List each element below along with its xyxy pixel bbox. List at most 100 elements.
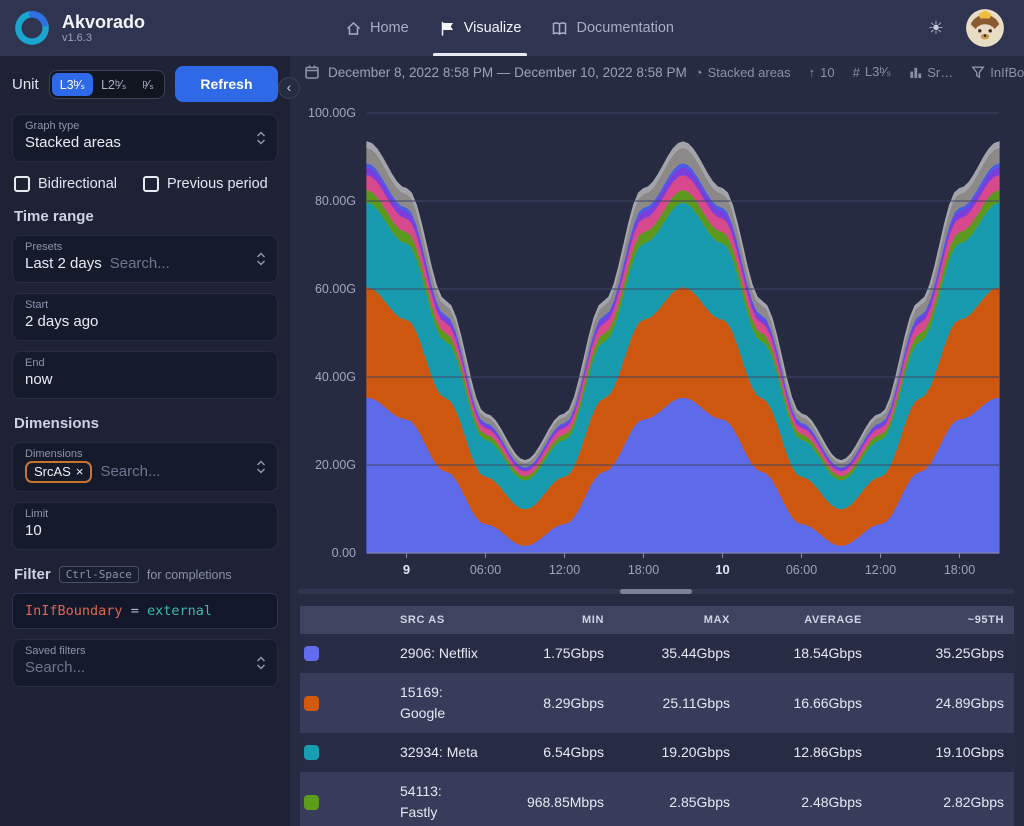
series-color-swatch: [304, 695, 319, 711]
y-axis-label: 60.00G: [315, 282, 356, 296]
badge-filter: InIfBou…: [971, 65, 1024, 80]
presets-select[interactable]: Presets Last 2 days Search...: [12, 235, 278, 283]
nav-item-home[interactable]: Home: [345, 0, 409, 56]
graph-options: Bidirectional Previous period: [14, 176, 276, 192]
refresh-button[interactable]: Refresh: [174, 66, 278, 102]
nav-item-documentation[interactable]: Documentation: [551, 0, 674, 56]
badge-filter-label: InIfBou…: [990, 64, 1024, 80]
series-color-swatch: [304, 794, 319, 810]
filter-heading-row: Filter Ctrl-Space for completions: [14, 566, 276, 583]
start-input[interactable]: Start 2 days ago: [12, 293, 278, 341]
badge-dimensions: Sr…: [909, 65, 953, 80]
min-cell: 1.75Gbps: [492, 634, 614, 673]
badge-dimensions-label: Sr…: [927, 64, 954, 80]
sidebar-collapse-button[interactable]: ‹: [278, 77, 300, 99]
badge-graph-type-label: Stacked areas: [707, 64, 791, 80]
badge-graph-type: ◔ Stacked areas: [695, 65, 791, 80]
avatar[interactable]: [966, 9, 1004, 47]
pie-chart-icon: ◔: [694, 64, 703, 80]
previous-period-checkbox[interactable]: Previous period: [143, 176, 268, 192]
chevron-up-down-icon: [256, 131, 266, 145]
brand[interactable]: Akvorado v1.6.3: [0, 8, 290, 48]
src-as-cell: 32934: Meta: [396, 733, 492, 772]
graph-type-select[interactable]: Graph type Stacked areas: [12, 114, 278, 162]
arrow-up-icon: ↑: [808, 64, 816, 80]
x-axis-label: 18:00: [944, 563, 975, 576]
nav-label-documentation: Documentation: [576, 20, 674, 36]
max-cell: 19.20Gbps: [614, 733, 740, 772]
start-label: Start: [25, 299, 49, 311]
dimensions-heading: Dimensions: [14, 415, 100, 432]
limit-input[interactable]: Limit 10: [12, 502, 278, 550]
table-row: 54113: Fastly 968.85Mbps 2.85Gbps 2.48Gb…: [300, 772, 1014, 826]
table-row: 15169: Google 8.29Gbps 25.11Gbps 16.66Gb…: [300, 673, 1014, 733]
remove-chip-icon[interactable]: ×: [75, 464, 84, 479]
x-axis-label: 9: [403, 562, 410, 576]
bidirectional-label: Bidirectional: [38, 176, 117, 192]
unit-row: Unit L3ᵇ⁄ₛ L2ᵇ⁄ₛ ᵖ⁄ₛ Refresh: [12, 66, 278, 102]
main-panel: December 8, 2022 8:58 PM — December 10, …: [290, 56, 1024, 826]
x-axis-label: 06:00: [470, 563, 501, 576]
bidirectional-checkbox[interactable]: Bidirectional: [14, 176, 117, 192]
traffic-stacked-area-chart[interactable]: 0.00 20.00G 40.00G 60.00G 80.00G 100.00G 9 06:0…: [298, 88, 1014, 577]
y-axis-label: 0.00: [332, 546, 356, 560]
p95-cell: 2.82Gbps: [872, 772, 1014, 826]
saved-filters-search-placeholder[interactable]: Search...: [25, 659, 86, 676]
presets-search-placeholder[interactable]: Search...: [109, 255, 170, 272]
stats-table-container: SRC AS MIN MAX AVERAGE ~95TH 2906: Netfl…: [300, 606, 1024, 826]
navbar: Akvorado v1.6.3 Home Visualize Documenta…: [0, 0, 1024, 56]
end-input[interactable]: End now: [12, 351, 278, 399]
end-value: now: [25, 371, 53, 388]
funnel-icon: [971, 66, 985, 79]
table-row: 32934: Meta 6.54Gbps 19.20Gbps 12.86Gbps…: [300, 733, 1014, 772]
theme-toggle-icon[interactable]: ☀: [927, 17, 944, 38]
table-row: 2906: Netflix 1.75Gbps 35.44Gbps 18.54Gb…: [300, 634, 1014, 673]
badge-unit-label: L3ᵇ⁄ₛ: [864, 64, 892, 79]
date-range-text: December 8, 2022 8:58 PM — December 10, …: [328, 64, 687, 80]
calendar-icon: [305, 65, 319, 79]
unit-option-l3bps[interactable]: L3ᵇ⁄ₛ: [51, 72, 94, 96]
previous-period-label: Previous period: [167, 176, 268, 192]
brand-text: Akvorado v1.6.3: [62, 11, 146, 44]
horizontal-scrollbar: [298, 589, 1014, 594]
dimension-chip-label: SrcAS: [34, 464, 71, 479]
scrollbar-thumb[interactable]: [620, 589, 692, 594]
filter-kbd-suffix: for completions: [146, 567, 232, 582]
chevron-up-down-icon: [256, 460, 266, 474]
akvorado-logo-icon: [15, 11, 49, 45]
min-header: MIN: [492, 606, 614, 634]
src-as-cell: 15169: Google: [396, 673, 492, 733]
average-cell: 16.66Gbps: [740, 673, 872, 733]
unit-option-l2bps[interactable]: L2ᵇ⁄ₛ: [101, 77, 127, 92]
brand-version: v1.6.3: [62, 31, 92, 44]
bars-icon: [910, 67, 922, 78]
saved-filters-select[interactable]: Saved filters Search...: [12, 639, 278, 687]
content: Unit L3ᵇ⁄ₛ L2ᵇ⁄ₛ ᵖ⁄ₛ Refresh Graph type …: [0, 56, 1024, 826]
min-cell: 968.85Mbps: [492, 772, 614, 826]
chevron-up-down-icon: [256, 252, 266, 266]
unit-option-pps[interactable]: ᵖ⁄ₛ: [142, 77, 154, 92]
limit-label: Limit: [25, 508, 49, 520]
y-axis-label: 100.00G: [308, 106, 356, 120]
x-axis-label: 12:00: [549, 563, 580, 576]
max-cell: 25.11Gbps: [614, 673, 740, 733]
chevron-left-icon: ‹: [286, 79, 292, 95]
graph-type-value: Stacked areas: [25, 134, 121, 151]
src-as-cell: 54113: Fastly: [396, 772, 492, 826]
x-axis-label: 18:00: [628, 563, 659, 576]
chevron-up-down-icon: [256, 656, 266, 670]
table-header-row: SRC AS MIN MAX AVERAGE ~95TH: [300, 606, 1014, 634]
presets-label: Presets: [25, 241, 63, 253]
p95-cell: 24.89Gbps: [872, 673, 1014, 733]
filter-expression-editor[interactable]: InIfBoundary = external: [12, 593, 278, 629]
nav-item-visualize[interactable]: Visualize: [432, 0, 528, 56]
average-cell: 18.54Gbps: [740, 634, 872, 673]
dimensions-select[interactable]: Dimensions SrcAS × Search...: [12, 442, 278, 492]
p95-cell: 35.25Gbps: [872, 634, 1014, 673]
badge-unit: # L3ᵇ⁄ₛ: [853, 64, 892, 80]
brand-title: Akvorado: [62, 11, 146, 32]
start-value: 2 days ago: [25, 313, 99, 330]
dimensions-search-placeholder[interactable]: Search...: [100, 463, 161, 480]
dimension-chip-srcas[interactable]: SrcAS ×: [25, 461, 93, 483]
main-nav: Home Visualize Documentation: [345, 0, 674, 56]
